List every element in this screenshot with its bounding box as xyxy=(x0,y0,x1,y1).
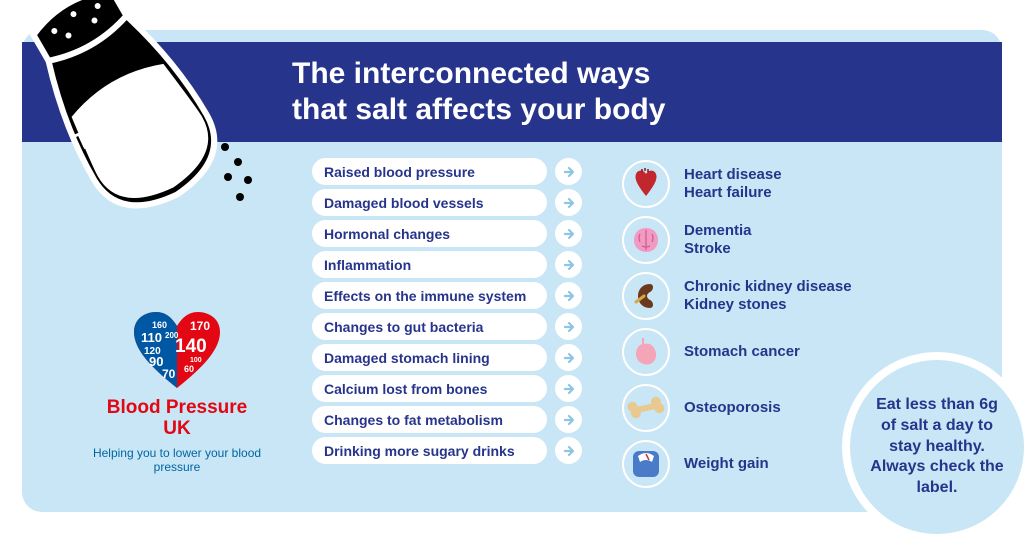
effect-row: Changes to fat metabolism xyxy=(312,406,582,433)
effect-pill: Inflammation xyxy=(312,251,547,278)
header-title-line1: The interconnected ways xyxy=(292,56,1002,92)
effect-row: Damaged blood vessels xyxy=(312,189,582,216)
outcome-labels: Chronic kidney diseaseKidney stones xyxy=(684,278,852,314)
outcome-labels: DementiaStroke xyxy=(684,222,752,258)
outcome-labels: Stomach cancer xyxy=(684,343,800,361)
svg-text:100: 100 xyxy=(190,357,202,364)
effect-row: Inflammation xyxy=(312,251,582,278)
scale-icon xyxy=(622,440,670,488)
effect-row: Hormonal changes xyxy=(312,220,582,247)
kidney-icon xyxy=(622,272,670,320)
arrow-right-icon xyxy=(555,313,582,340)
callout-circle: Eat less than 6g of salt a day to stay h… xyxy=(842,352,1024,542)
brain-icon xyxy=(622,216,670,264)
outcome-row: Heart diseaseHeart failure xyxy=(622,158,882,210)
svg-text:60: 60 xyxy=(184,364,194,374)
effect-pill: Damaged stomach lining xyxy=(312,344,547,371)
effect-pill: Hormonal changes xyxy=(312,220,547,247)
effect-pill: Drinking more sugary drinks xyxy=(312,437,547,464)
outcome-row: Chronic kidney diseaseKidney stones xyxy=(622,270,882,322)
svg-text:110: 110 xyxy=(141,330,162,345)
effect-pill: Changes to fat metabolism xyxy=(312,406,547,433)
outcome-labels: Osteoporosis xyxy=(684,399,781,417)
effect-pill: Changes to gut bacteria xyxy=(312,313,547,340)
arrow-right-icon xyxy=(555,375,582,402)
arrow-right-icon xyxy=(555,220,582,247)
outcome-row: DementiaStroke xyxy=(622,214,882,266)
header-title-line2: that salt affects your body xyxy=(292,92,1002,128)
arrow-right-icon xyxy=(555,406,582,433)
brand-name: Blood Pressure UK xyxy=(92,398,262,440)
arrow-right-icon xyxy=(555,189,582,216)
effect-pill: Damaged blood vessels xyxy=(312,189,547,216)
effect-row: Damaged stomach lining xyxy=(312,344,582,371)
heart-logo-icon: 160 170 110 200 120 140 100 90 60 70 xyxy=(132,310,222,390)
svg-text:70: 70 xyxy=(162,367,176,381)
effect-row: Effects on the immune system xyxy=(312,282,582,309)
effect-row: Drinking more sugary drinks xyxy=(312,437,582,464)
arrow-right-icon xyxy=(555,437,582,464)
brand-logo-area: 160 170 110 200 120 140 100 90 60 70 Blo… xyxy=(92,310,262,475)
bone-icon xyxy=(622,384,670,432)
outcome-labels: Weight gain xyxy=(684,455,769,473)
outcome-row: Osteoporosis xyxy=(622,382,882,434)
stomach-icon xyxy=(622,328,670,376)
effect-pill: Raised blood pressure xyxy=(312,158,547,185)
effect-row: Raised blood pressure xyxy=(312,158,582,185)
arrow-right-icon xyxy=(555,251,582,278)
effect-pill: Calcium lost from bones xyxy=(312,375,547,402)
svg-text:140: 140 xyxy=(175,336,207,357)
arrow-right-icon xyxy=(555,158,582,185)
arrow-right-icon xyxy=(555,344,582,371)
outcome-row: Stomach cancer xyxy=(622,326,882,378)
brand-tagline: Helping you to lower your blood pressure xyxy=(92,446,262,475)
heart-icon xyxy=(622,160,670,208)
effect-row: Changes to gut bacteria xyxy=(312,313,582,340)
effect-pill: Effects on the immune system xyxy=(312,282,547,309)
arrow-right-icon xyxy=(555,282,582,309)
effect-row: Calcium lost from bones xyxy=(312,375,582,402)
effects-column: Raised blood pressure Damaged blood vesse… xyxy=(312,158,582,468)
svg-text:170: 170 xyxy=(190,319,210,333)
callout-text: Eat less than 6g of salt a day to stay h… xyxy=(870,395,1004,499)
outcome-labels: Heart diseaseHeart failure xyxy=(684,166,782,202)
svg-text:160: 160 xyxy=(152,320,167,330)
